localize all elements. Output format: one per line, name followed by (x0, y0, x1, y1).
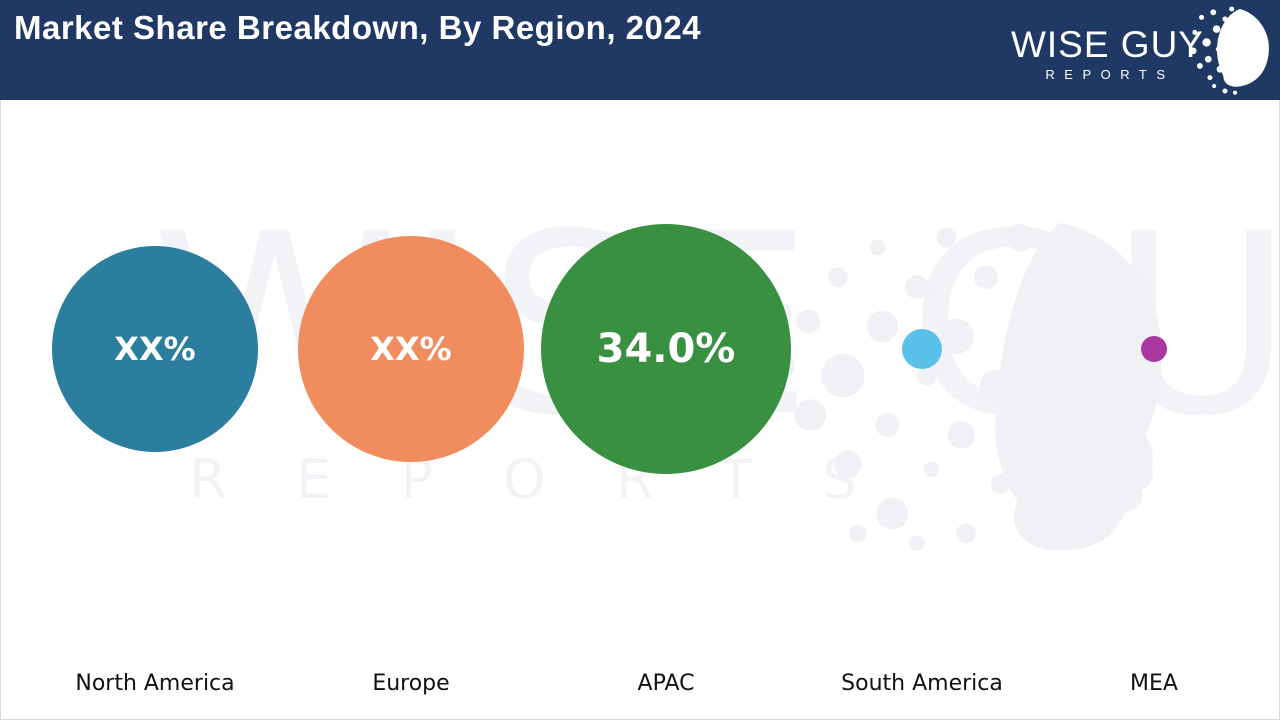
bubble-value-north-america: XX% (114, 330, 196, 368)
bubble-mea (1141, 336, 1167, 362)
logo-text: WISE GUY REPORTS (1011, 26, 1204, 82)
logo-wordmark: WISE GUY (1010, 24, 1204, 65)
bubble-value-europe: XX% (370, 330, 452, 368)
header-bar: Market Share Breakdown, By Region, 2024 … (0, 0, 1280, 100)
category-label-apac: APAC (637, 671, 695, 696)
bubble-chart: WISE GUY REPORTS XX%North AmericaXX%Euro… (0, 100, 1280, 720)
category-label-south-america: South America (841, 671, 1003, 696)
bubble-south-america (902, 329, 942, 369)
bubble-europe: XX% (298, 236, 524, 462)
watermark-subtitle: REPORTS (189, 448, 927, 511)
wiseguy-logo: WISE GUY REPORTS (1011, 4, 1272, 100)
category-label-north-america: North America (75, 671, 235, 696)
wiseguy-head-icon (1188, 4, 1272, 100)
bubble-north-america: XX% (52, 246, 258, 452)
watermark-head-icon (766, 218, 1186, 567)
category-label-europe: Europe (372, 671, 450, 696)
bubble-value-apac: 34.0% (596, 326, 736, 372)
logo-subtitle: REPORTS (1045, 67, 1175, 82)
bubble-apac: 34.0% (541, 224, 791, 474)
category-label-mea: MEA (1130, 671, 1178, 696)
page-title: Market Share Breakdown, By Region, 2024 (14, 9, 702, 46)
